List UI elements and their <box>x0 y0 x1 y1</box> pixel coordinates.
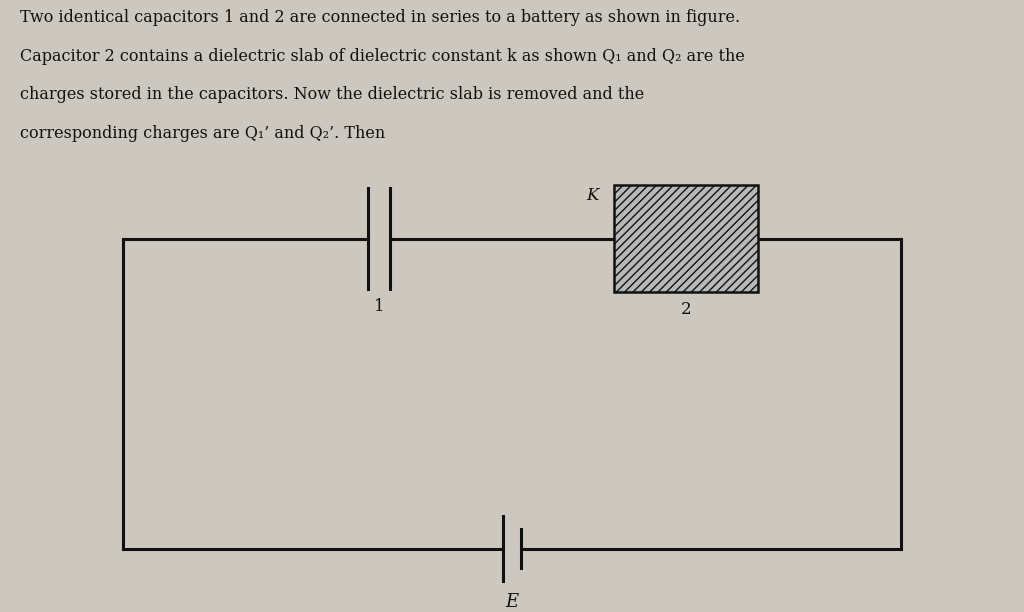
Text: charges stored in the capacitors. Now the dielectric slab is removed and the: charges stored in the capacitors. Now th… <box>20 86 645 103</box>
Bar <box>614 185 758 292</box>
Text: corresponding charges are Q₁’ and Q₂’. Then: corresponding charges are Q₁’ and Q₂’. T… <box>20 125 386 142</box>
Text: K: K <box>587 187 599 204</box>
Text: 2: 2 <box>681 301 691 318</box>
Text: Capacitor 2 contains a dielectric slab of dielectric constant k as shown Q₁ and : Capacitor 2 contains a dielectric slab o… <box>20 48 745 65</box>
Text: E: E <box>506 594 518 611</box>
Text: 1: 1 <box>374 298 384 315</box>
Text: Two identical capacitors 1 and 2 are connected in series to a battery as shown i: Two identical capacitors 1 and 2 are con… <box>20 9 740 26</box>
